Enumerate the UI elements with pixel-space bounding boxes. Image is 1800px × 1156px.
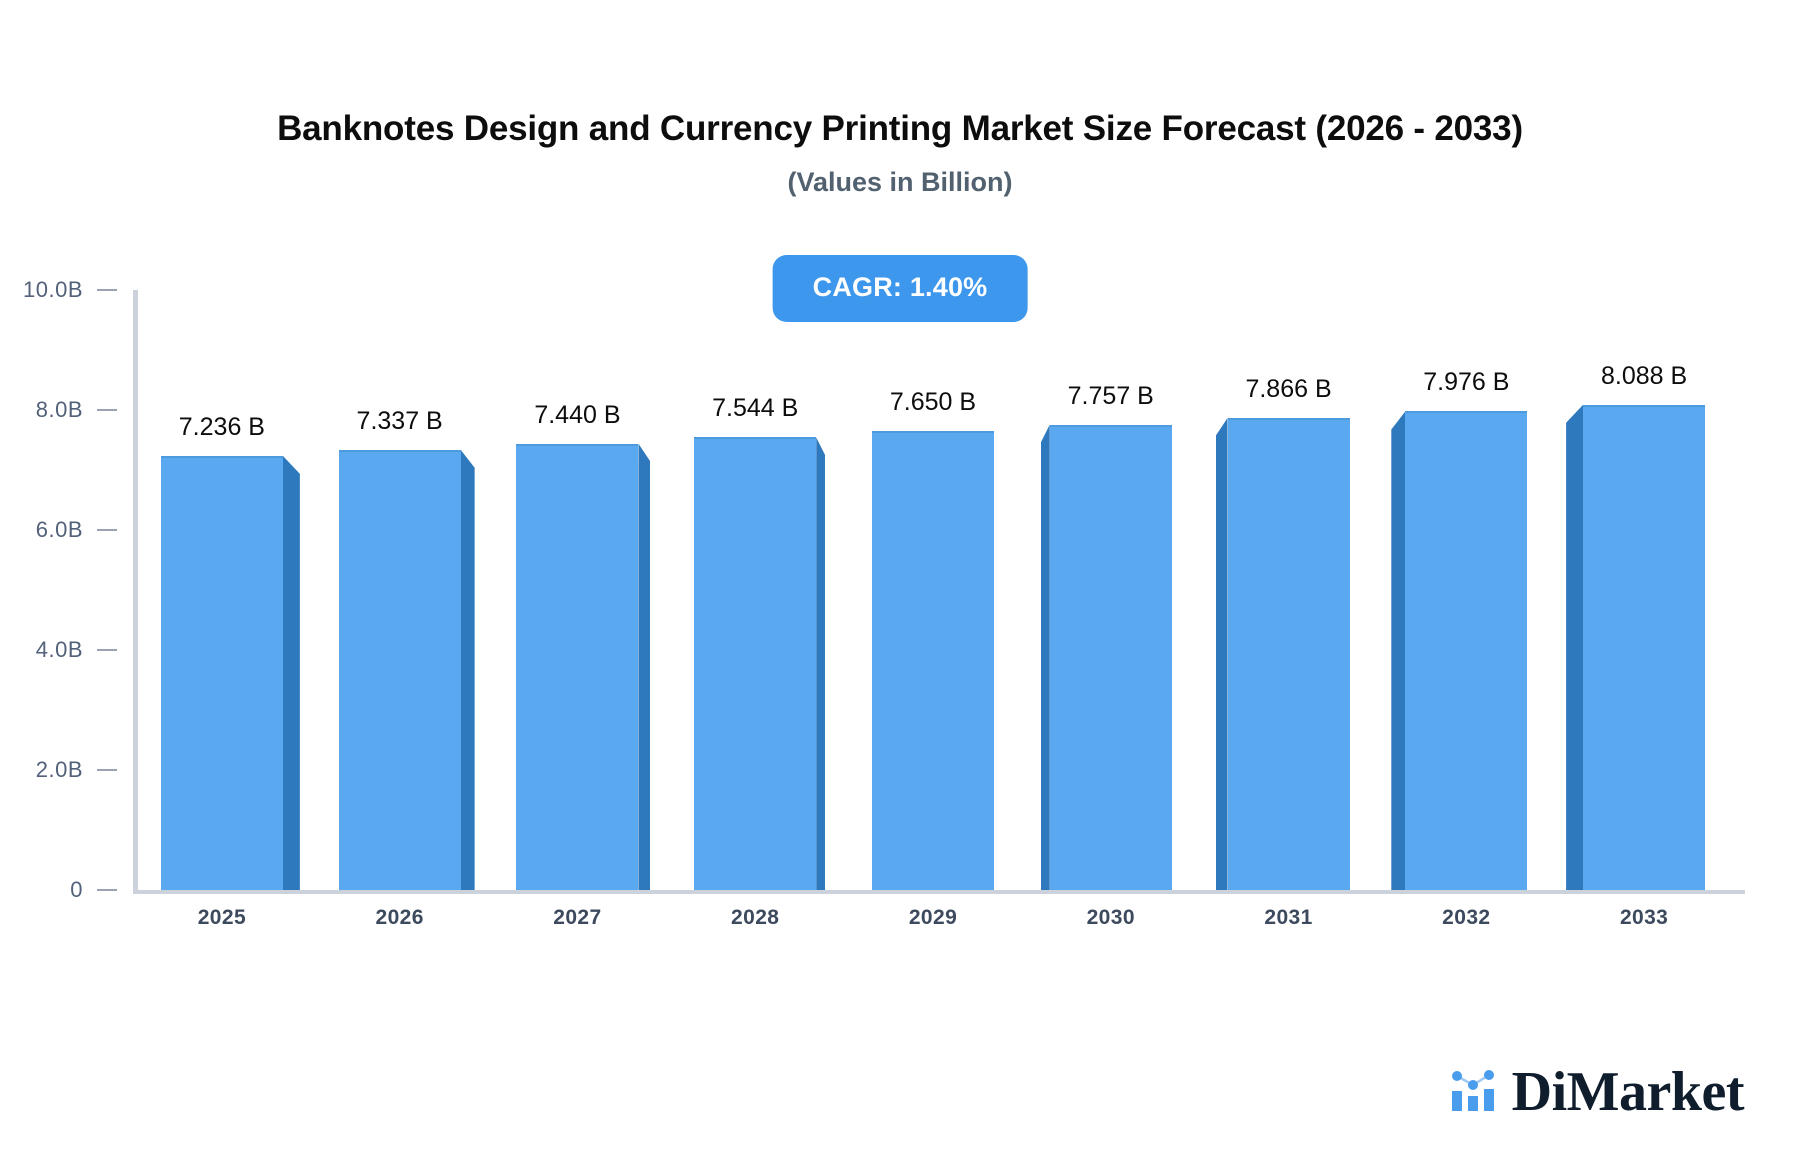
bar-group[interactable]: 7.236 B 2025 — [133, 290, 311, 929]
bar-series: 7.236 B 2025 7.337 B 2026 7.440 B 2027 7.544 B… — [133, 290, 1733, 929]
bar[interactable]: 8.088 B — [1566, 362, 1706, 890]
bar-face — [338, 449, 461, 890]
y-axis-tick: 2.0B — [36, 757, 133, 783]
bar-face — [1227, 418, 1350, 890]
x-axis-tick-label: 2028 — [731, 906, 780, 929]
bar-face — [1405, 411, 1528, 890]
dimarket-logo: DiMarket — [1448, 1061, 1745, 1123]
bar-group[interactable]: 7.866 B 2031 — [1200, 290, 1378, 929]
bar[interactable]: 7.440 B — [516, 401, 651, 890]
bar-group[interactable]: 7.650 B 2029 — [844, 290, 1022, 929]
x-axis-tick-label: 2027 — [553, 906, 602, 929]
bar-group[interactable]: 8.088 B 2033 — [1555, 290, 1733, 929]
y-axis-tick-mark — [97, 529, 117, 531]
bar-value-label: 8.088 B — [1601, 361, 1688, 390]
bar-face — [1049, 424, 1172, 890]
bar[interactable]: 7.650 B — [871, 388, 994, 890]
bar-side-face — [460, 449, 475, 890]
y-axis-tick-mark — [97, 769, 117, 771]
y-axis-tick: 4.0B — [36, 637, 133, 663]
title-block: Banknotes Design and Currency Printing M… — [0, 108, 1800, 198]
y-axis-tick: 0 — [70, 877, 133, 903]
x-axis-tick-label: 2030 — [1086, 906, 1135, 929]
bar[interactable]: 7.866 B — [1215, 375, 1350, 890]
bar-side-face — [282, 455, 300, 890]
bar-value-label: 7.976 B — [1423, 368, 1510, 397]
bar[interactable]: 7.236 B — [160, 413, 300, 890]
bar-group[interactable]: 7.337 B 2026 — [311, 290, 489, 929]
y-axis-tick-label: 10.0B — [23, 277, 83, 302]
bar-face — [516, 443, 639, 890]
y-axis-line — [133, 290, 138, 890]
x-axis-tick-label: 2029 — [908, 906, 958, 929]
x-axis-tick-label: 2025 — [197, 906, 247, 929]
bar-value-label: 7.866 B — [1245, 375, 1332, 404]
bar[interactable]: 7.976 B — [1391, 368, 1528, 890]
bar-side-face — [1215, 418, 1228, 890]
bar-face — [694, 437, 817, 890]
x-axis-tick-label: 2026 — [375, 906, 424, 929]
x-axis-tick-label: 2032 — [1442, 906, 1491, 929]
y-axis-tick: 10.0B — [23, 277, 133, 303]
bar-value-label: 7.650 B — [889, 388, 977, 416]
y-axis-tick-mark — [97, 649, 117, 651]
bar-group[interactable]: 7.440 B 2027 — [489, 290, 667, 929]
y-axis-tick-mark — [97, 889, 117, 891]
x-axis-line — [133, 890, 1745, 894]
bar-value-label: 7.440 B — [534, 400, 621, 429]
bar-value-label: 7.757 B — [1067, 381, 1154, 410]
bar[interactable]: 7.757 B — [1040, 382, 1172, 890]
x-axis-tick-label: 2031 — [1264, 906, 1313, 929]
y-axis-tick-mark — [97, 289, 117, 291]
bar-group[interactable]: 7.757 B 2030 — [1022, 290, 1200, 929]
y-axis-tick: 8.0B — [36, 397, 133, 423]
y-axis-tick-label: 2.0B — [35, 757, 83, 782]
plot-area: 0 2.0B 4.0B 6.0B 8.0B 10.0B 7.236 B 2025 7.337 … — [23, 277, 1745, 929]
chart-subtitle: (Values in Billion) — [787, 167, 1013, 197]
bar-value-label: 7.236 B — [178, 412, 265, 441]
chart-title: Banknotes Design and Currency Printing M… — [277, 109, 1523, 148]
bar-value-label: 7.544 B — [712, 394, 799, 423]
bar[interactable]: 7.544 B — [694, 394, 826, 890]
bar-face — [1583, 404, 1706, 890]
y-axis-tick: 6.0B — [36, 517, 133, 543]
y-axis-tick-label: 0 — [70, 877, 83, 902]
bar-chart-icon — [1448, 1065, 1498, 1120]
bar-group[interactable]: 7.976 B 2032 — [1377, 290, 1555, 929]
y-axis-tick-mark — [97, 409, 117, 411]
y-axis-tick-label: 6.0B — [35, 517, 83, 542]
y-axis-tick-label: 8.0B — [35, 397, 83, 422]
x-axis-tick-label: 2033 — [1619, 906, 1669, 929]
bar-side-face — [1040, 424, 1050, 890]
logo-wordmark: DiMarket — [1511, 1061, 1745, 1123]
bar-group[interactable]: 7.544 B 2028 — [666, 290, 844, 929]
bar-side-face — [1391, 411, 1406, 890]
bar-side-face — [1566, 404, 1584, 890]
bar-side-face — [638, 443, 651, 890]
bar-value-label: 7.337 B — [356, 406, 443, 435]
bar-face — [160, 455, 283, 890]
bar-side-face — [816, 437, 826, 890]
cagr-badge: CAGR: 1.40% — [772, 255, 1028, 322]
bar-face — [871, 431, 994, 890]
y-axis-tick-label: 4.0B — [35, 637, 83, 662]
bar[interactable]: 7.337 B — [338, 407, 475, 890]
